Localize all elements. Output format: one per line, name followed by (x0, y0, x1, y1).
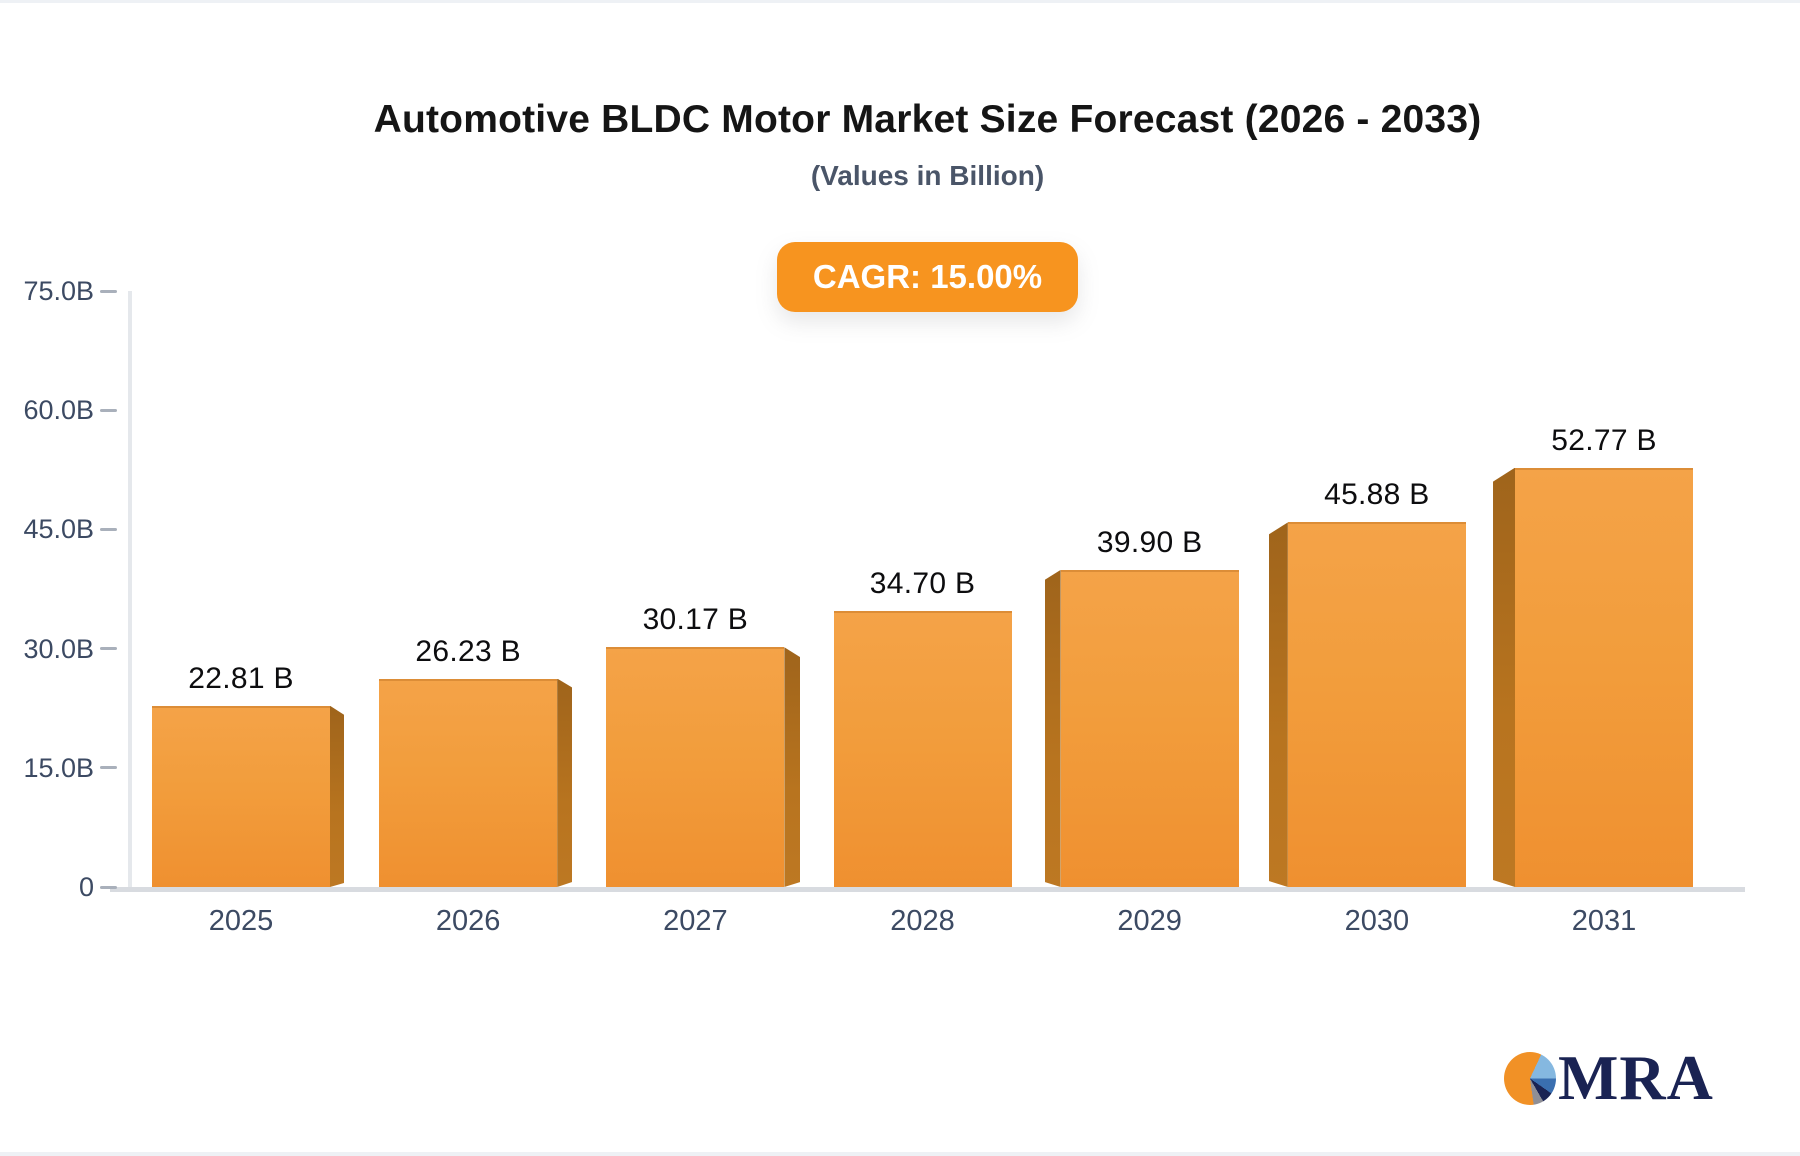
bar-value-label: 52.77 B (1551, 423, 1657, 457)
y-tick-mark (100, 647, 117, 651)
bar-value-label: 45.88 B (1324, 478, 1430, 512)
x-tick-label: 2027 (663, 905, 728, 937)
bar-chart-plot: 75.0B 60.0B 45.0B 30.0B 15.0B 0 22.81 B 2025 26.… (0, 3, 1800, 1152)
y-axis-line (128, 291, 132, 887)
y-tick-mark (100, 527, 117, 531)
brand-logo: MRA (1504, 1043, 1714, 1113)
chart-header: Automotive BLDC Motor Market Size Foreca… (110, 3, 1745, 312)
x-tick-label: 2025 (208, 905, 274, 937)
bar-2031 (1515, 467, 1694, 887)
bar-side-face (330, 706, 344, 887)
bar-2027 (606, 647, 785, 887)
y-tick-mark (100, 289, 117, 293)
x-axis-baseline (110, 887, 1745, 892)
y-tick-label: 0 (78, 872, 94, 902)
chart-card: Automotive BLDC Motor Market Size Foreca… (0, 3, 1800, 1152)
bar-2029 (1060, 569, 1239, 887)
bar-2030 (1287, 522, 1466, 887)
chart-title: Automotive BLDC Motor Market Size Foreca… (373, 98, 1482, 141)
bar-value-label: 26.23 B (415, 634, 521, 668)
bar-2028 (833, 611, 1012, 887)
cagr-badge: CAGR: 15.00% (776, 242, 1079, 312)
x-tick-label: 2030 (1344, 905, 1410, 937)
x-tick-label: 2029 (1117, 905, 1182, 937)
bar-side-face (557, 679, 572, 887)
bar-value-label: 30.17 B (642, 603, 749, 637)
bar-value-label: 34.70 B (869, 567, 976, 601)
bar-value-label: 22.81 B (188, 661, 294, 695)
y-tick-mark (100, 885, 117, 889)
bar-side-face (784, 647, 800, 887)
bar-side-face (1045, 570, 1061, 887)
chart-root: Automotive BLDC Motor Market Size Foreca… (0, 3, 1800, 1152)
brand-logo-text: MRA (1558, 1042, 1714, 1113)
x-tick-label: 2031 (1571, 905, 1637, 937)
y-tick-label: 30.0B (23, 633, 94, 664)
y-tick-mark (100, 766, 117, 770)
y-tick-label: 15.0B (23, 752, 94, 783)
bar-value-label: 39.90 B (1096, 525, 1203, 559)
chart-subtitle: (Values in Billion) (810, 160, 1045, 191)
pie-chart-logo-icon (1504, 1051, 1556, 1105)
x-tick-label: 2026 (435, 905, 501, 937)
bar-2025 (152, 705, 330, 887)
y-tick-label: 75.0B (23, 276, 94, 306)
y-tick-label: 60.0B (23, 395, 94, 426)
y-tick-label: 45.0B (23, 514, 94, 545)
y-tick-mark (100, 408, 117, 412)
bar-side-face (1493, 468, 1515, 887)
bar-side-face (1269, 522, 1288, 887)
x-tick-label: 2028 (890, 905, 955, 937)
bar-2026 (379, 678, 558, 887)
